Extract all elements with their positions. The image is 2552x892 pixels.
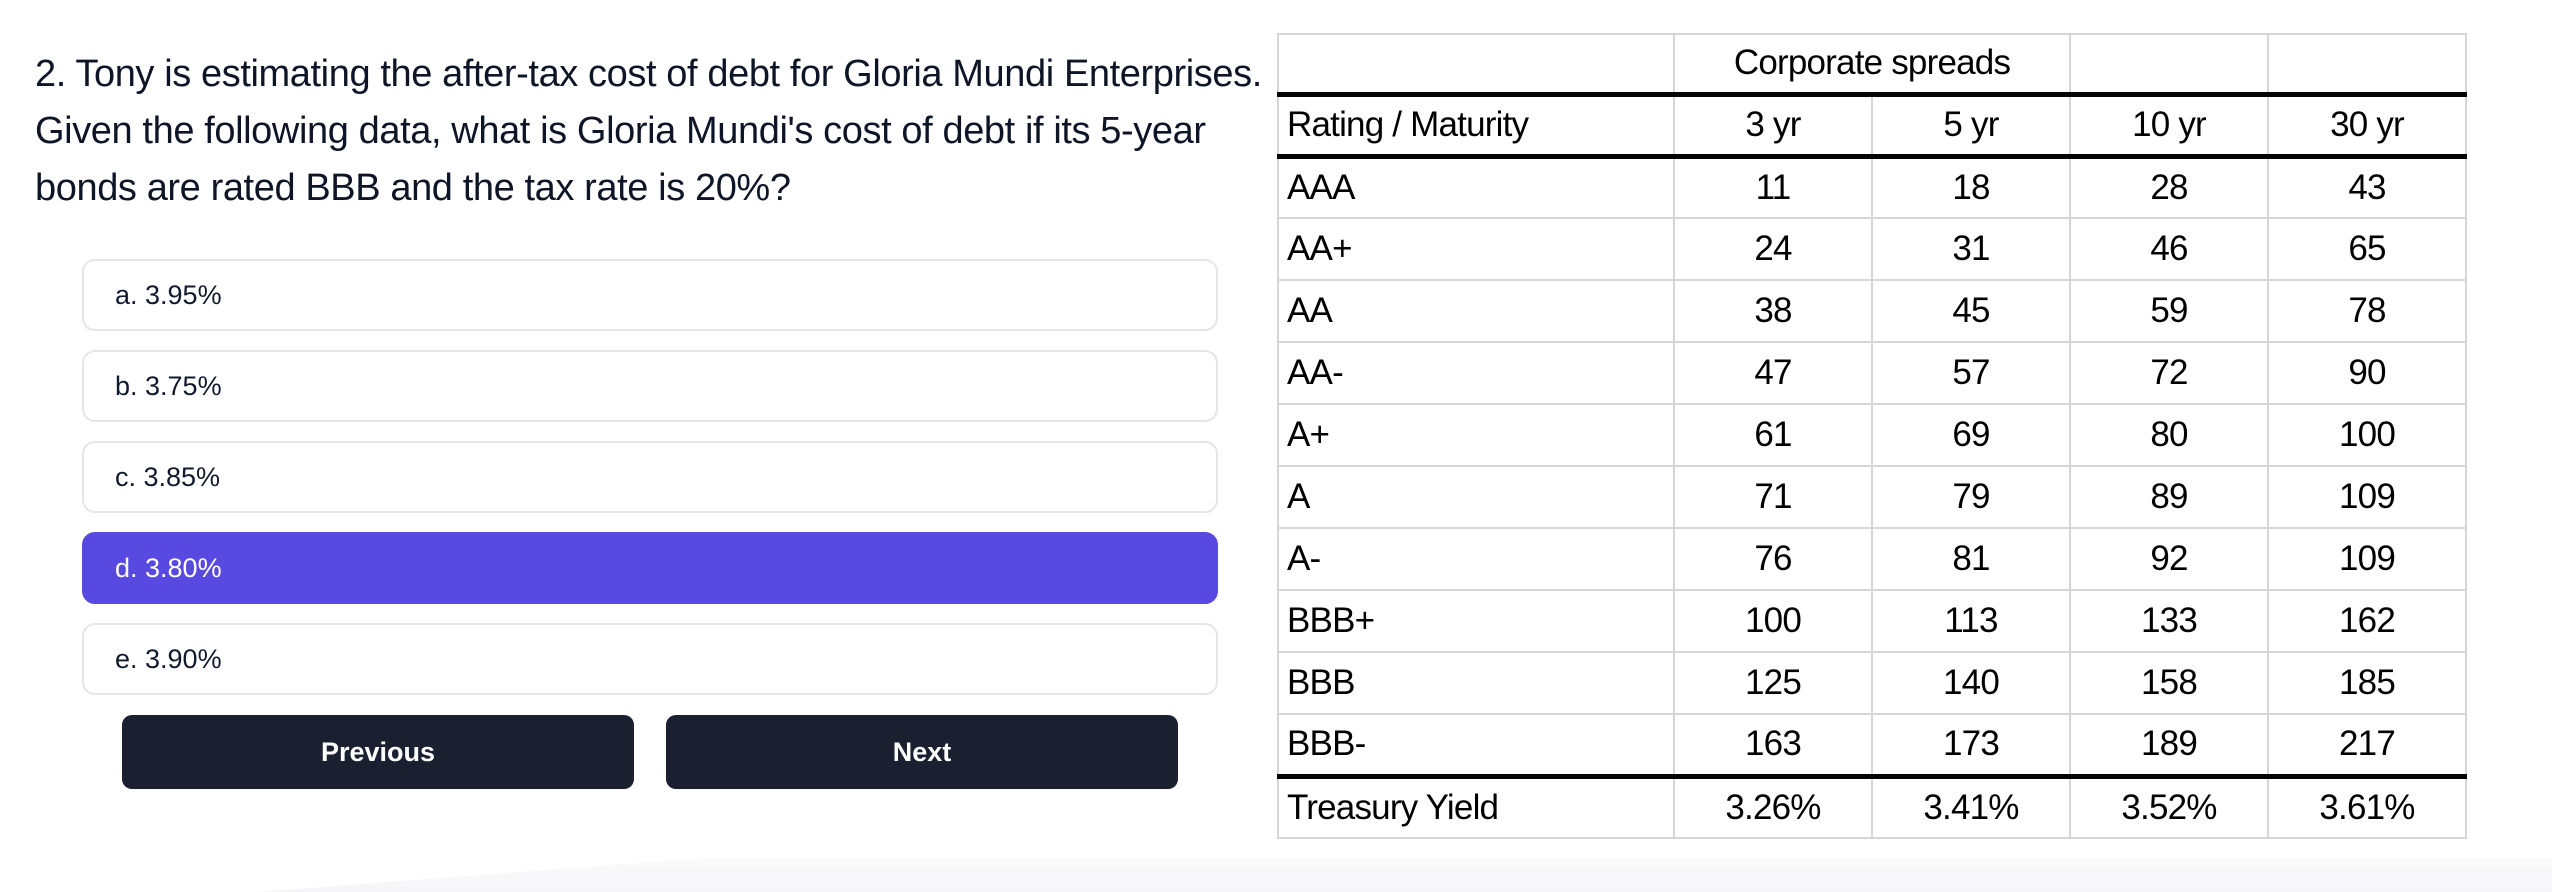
maturity-header-10yr: 10 yr [2069, 93, 2269, 159]
spread-value-cell: 38 [1673, 279, 1873, 343]
spread-value-cell: 59 [2069, 279, 2269, 343]
spread-value-cell: 133 [2069, 589, 2269, 653]
rating-cell: BBB- [1277, 713, 1675, 779]
spread-value-cell: 100 [2267, 403, 2467, 467]
next-button[interactable]: Next [666, 715, 1178, 789]
rating-cell: AA- [1277, 341, 1675, 405]
spread-value-cell: 78 [2267, 279, 2467, 343]
rating-maturity-header: Rating / Maturity [1277, 93, 1675, 159]
spread-value-cell: 45 [1871, 279, 2071, 343]
treasury-yield-value-cell: 3.26% [1673, 775, 1873, 839]
spread-value-cell: 18 [1871, 155, 2071, 219]
rating-cell: A- [1277, 527, 1675, 591]
rating-cell: BBB [1277, 651, 1675, 715]
spread-value-cell: 69 [1871, 403, 2071, 467]
spread-value-cell: 72 [2069, 341, 2269, 405]
table-row-A: A 71 79 89 109 [1277, 465, 2467, 529]
spread-value-cell: 76 [1673, 527, 1873, 591]
spread-value-cell: 185 [2267, 651, 2467, 715]
spread-value-cell: 125 [1673, 651, 1873, 715]
rating-cell: AA+ [1277, 217, 1675, 281]
table-row-AA+: AA+ 24 31 46 65 [1277, 217, 2467, 281]
corporate-spreads-table: Corporate spreads Rating / Maturity 3 yr… [1277, 33, 2467, 839]
treasury-yield-value-cell: 3.52% [2069, 775, 2269, 839]
maturity-header-5yr: 5 yr [1871, 93, 2071, 159]
table-row-BBB: BBB 125 140 158 185 [1277, 651, 2467, 715]
maturity-header-30yr: 30 yr [2267, 93, 2467, 159]
treasury-yield-value-cell: 3.41% [1871, 775, 2071, 839]
spread-value-cell: 81 [1871, 527, 2071, 591]
spread-value-cell: 80 [2069, 403, 2269, 467]
spread-value-cell: 89 [2069, 465, 2269, 529]
spread-value-cell: 163 [1673, 713, 1873, 779]
table-row-A+: A+ 61 69 80 100 [1277, 403, 2467, 467]
spread-value-cell: 100 [1673, 589, 1873, 653]
bottom-gray-band [255, 858, 2552, 892]
rating-cell: A [1277, 465, 1675, 529]
table-row-AAA: AAA 11 18 28 43 [1277, 155, 2467, 219]
answer-option-d[interactable]: d. 3.80% [82, 532, 1218, 604]
spread-value-cell: 173 [1871, 713, 2071, 779]
previous-button[interactable]: Previous [122, 715, 634, 789]
rating-cell: BBB+ [1277, 589, 1675, 653]
table-row-A-: A- 76 81 92 109 [1277, 527, 2467, 591]
spread-value-cell: 79 [1871, 465, 2071, 529]
table-row-BBB-: BBB- 163 173 189 217 [1277, 713, 2467, 779]
question-text: 2. Tony is estimating the after-tax cost… [35, 53, 1262, 209]
spread-value-cell: 71 [1673, 465, 1873, 529]
table-row-AA-: AA- 47 57 72 90 [1277, 341, 2467, 405]
spread-value-cell: 11 [1673, 155, 1873, 219]
spread-value-cell: 92 [2069, 527, 2269, 591]
spread-value-cell: 162 [2267, 589, 2467, 653]
spread-value-cell: 158 [2069, 651, 2269, 715]
maturity-header-3yr: 3 yr [1673, 93, 1873, 159]
table-title-row: Corporate spreads [1277, 33, 2467, 97]
spread-value-cell: 90 [2267, 341, 2467, 405]
empty-cell [2267, 33, 2467, 97]
treasury-yield-value-cell: 3.61% [2267, 775, 2467, 839]
spread-value-cell: 109 [2267, 465, 2467, 529]
answer-option-e[interactable]: e. 3.90% [82, 623, 1218, 695]
spread-value-cell: 24 [1673, 217, 1873, 281]
spread-value-cell: 113 [1871, 589, 2071, 653]
rating-cell: A+ [1277, 403, 1675, 467]
table-title: Corporate spreads [1673, 33, 2071, 97]
spread-value-cell: 57 [1871, 341, 2071, 405]
spread-value-cell: 28 [2069, 155, 2269, 219]
answer-option-b[interactable]: b. 3.75% [82, 350, 1218, 422]
spread-value-cell: 43 [2267, 155, 2467, 219]
table-row-BBB+: BBB+ 100 113 133 162 [1277, 589, 2467, 653]
answer-option-a[interactable]: a. 3.95% [82, 259, 1218, 331]
empty-cell [2069, 33, 2269, 97]
spread-value-cell: 31 [1871, 217, 2071, 281]
answer-option-c[interactable]: c. 3.85% [82, 441, 1218, 513]
rating-cell: AA [1277, 279, 1675, 343]
treasury-yield-row: Treasury Yield 3.26% 3.41% 3.52% 3.61% [1277, 775, 2467, 839]
spread-value-cell: 46 [2069, 217, 2269, 281]
spread-value-cell: 65 [2267, 217, 2467, 281]
treasury-yield-label: Treasury Yield [1277, 775, 1675, 839]
table-header-row: Rating / Maturity 3 yr 5 yr 10 yr 30 yr [1277, 93, 2467, 159]
spread-value-cell: 109 [2267, 527, 2467, 591]
rating-cell: AAA [1277, 155, 1675, 219]
spread-value-cell: 217 [2267, 713, 2467, 779]
spread-value-cell: 47 [1673, 341, 1873, 405]
table-row-AA: AA 38 45 59 78 [1277, 279, 2467, 343]
empty-corner-cell [1277, 33, 1675, 97]
spread-value-cell: 61 [1673, 403, 1873, 467]
spread-value-cell: 140 [1871, 651, 2071, 715]
answer-options-list: a. 3.95% b. 3.75% c. 3.85% d. 3.80% e. 3.90% [82, 259, 1218, 695]
nav-buttons: Previous Next [122, 715, 1178, 789]
spread-value-cell: 189 [2069, 713, 2269, 779]
